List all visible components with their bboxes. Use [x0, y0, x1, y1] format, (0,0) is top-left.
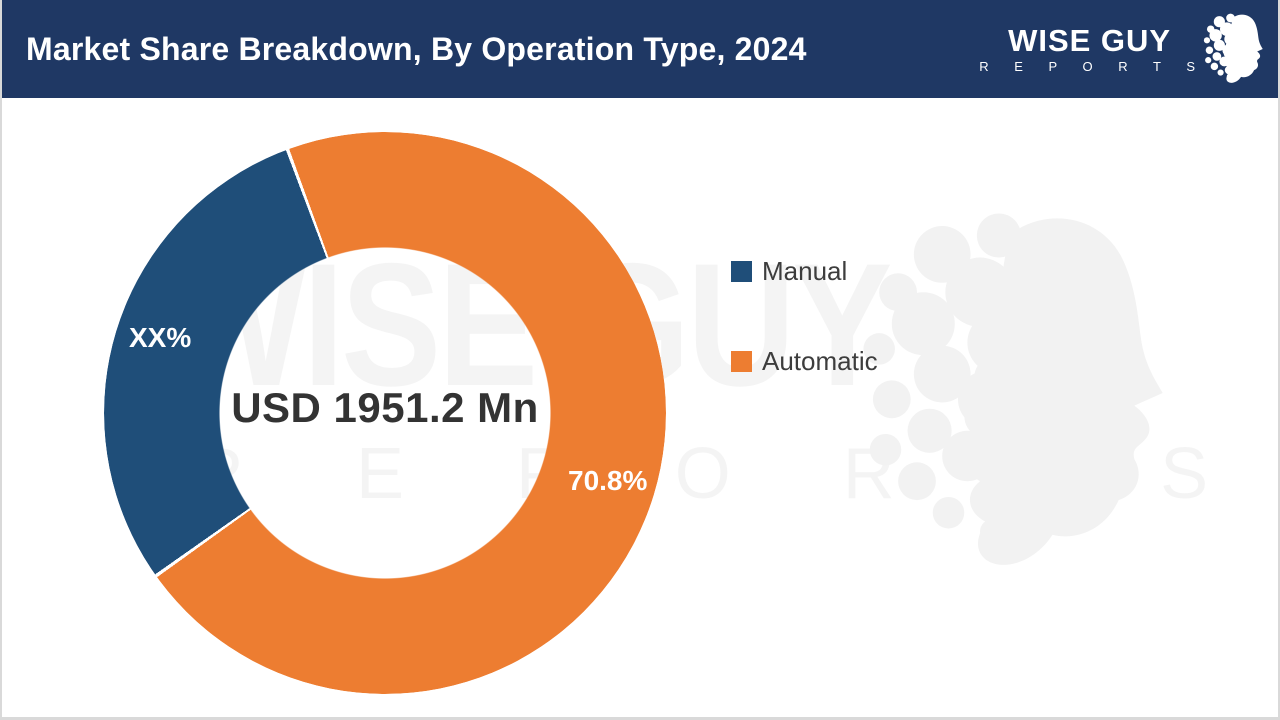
donut-chart [104, 132, 666, 694]
manual-color-swatch [731, 260, 752, 282]
legend-label-automatic: Automatic [762, 346, 878, 376]
logo-text: WISE GUY R E P O R T S [973, 25, 1206, 73]
chart-center-value: USD 1951.2 Mn [231, 384, 539, 431]
automatic-slice-label: 70.8% [568, 465, 648, 496]
logo-subtitle: R E P O R T S [979, 59, 1206, 74]
header-bar: Market Share Breakdown, By Operation Typ… [2, 0, 1278, 98]
logo-name: WISE GUY [1008, 23, 1172, 58]
page-title: Market Share Breakdown, By Operation Typ… [26, 30, 807, 67]
legend-item-manual: Manual [731, 255, 878, 287]
chart-legend: Manual Automatic [731, 255, 878, 377]
watermark-face-icon [863, 213, 1163, 565]
logo-face-icon [1203, 13, 1263, 83]
wise-guy-logo: WISE GUY R E P O R T S [973, 11, 1264, 87]
legend-label-manual: Manual [762, 256, 848, 286]
manual-slice-label: XX% [129, 322, 192, 353]
automatic-color-swatch [731, 350, 752, 372]
legend-item-automatic: Automatic [731, 345, 878, 377]
